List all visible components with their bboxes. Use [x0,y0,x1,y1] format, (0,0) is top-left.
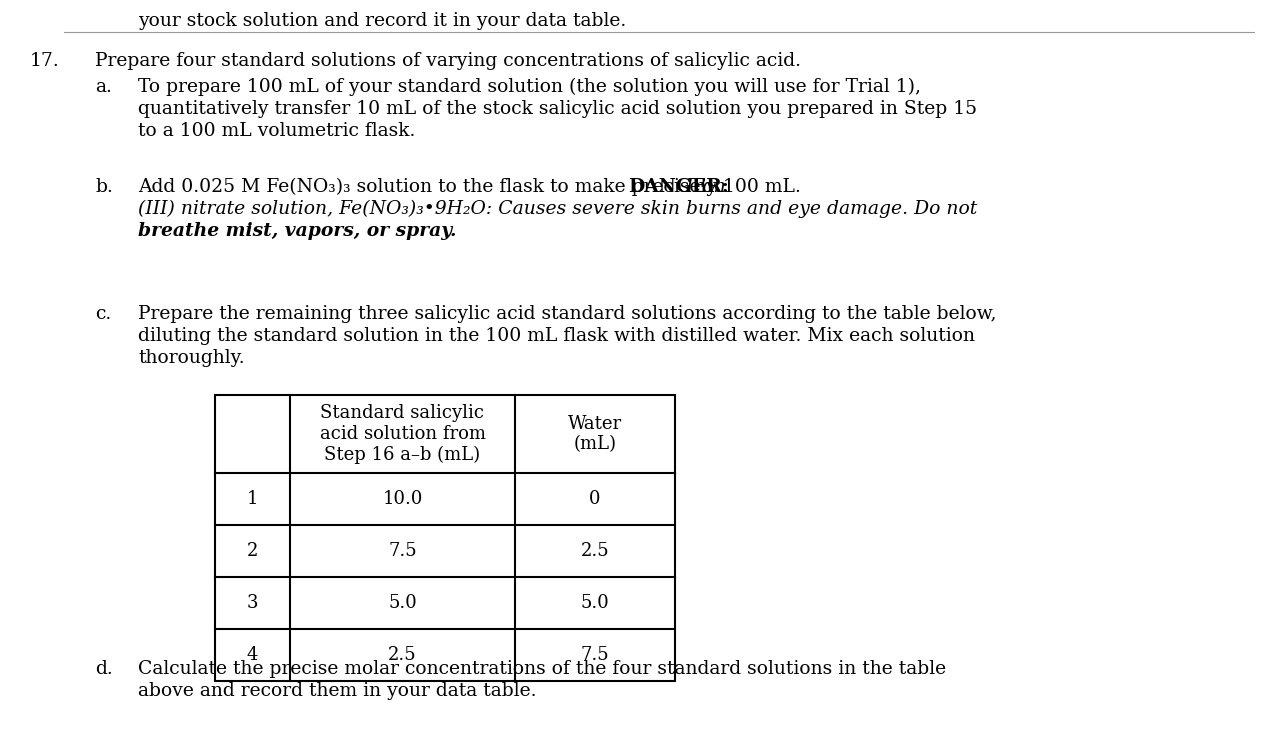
Text: Prepare four standard solutions of varying concentrations of salicylic acid.: Prepare four standard solutions of varyi… [95,52,801,70]
Text: 0: 0 [589,490,600,508]
Text: 2: 2 [247,542,259,560]
Text: 2.5: 2.5 [388,646,417,664]
Text: quantitatively transfer 10 mL of the stock salicylic acid solution you prepared : quantitatively transfer 10 mL of the sto… [138,100,977,118]
Text: your stock solution and record it in your data table.: your stock solution and record it in you… [138,12,626,30]
Text: 5.0: 5.0 [388,594,417,612]
Text: b.: b. [95,178,113,196]
Text: 4: 4 [247,646,259,664]
Text: Water
(mL): Water (mL) [568,415,622,453]
Text: 17.: 17. [29,52,60,70]
Text: 5.0: 5.0 [581,594,609,612]
Text: d.: d. [95,660,113,678]
Text: To prepare 100 mL of your standard solution (the solution you will use for Trial: To prepare 100 mL of your standard solut… [138,78,922,97]
Text: c.: c. [95,305,111,323]
Text: DANGER:: DANGER: [628,178,728,196]
Text: 3: 3 [247,594,259,612]
Text: thoroughly.: thoroughly. [138,349,244,367]
Text: diluting the standard solution in the 100 mL flask with distilled water. Mix eac: diluting the standard solution in the 10… [138,327,975,345]
Text: 7.5: 7.5 [388,542,417,560]
Text: Add 0.025 M Fe(NO₃)₃ solution to the flask to make precisely 100 mL.: Add 0.025 M Fe(NO₃)₃ solution to the fla… [138,178,806,196]
Text: Standard salicylic
acid solution from
Step 16 a–b (mL): Standard salicylic acid solution from St… [320,404,485,464]
Text: 1: 1 [247,490,259,508]
Bar [215,395,675,681]
Text: breathe mist, vapors, or spray.: breathe mist, vapors, or spray. [138,222,457,240]
Text: above and record them in your data table.: above and record them in your data table… [138,682,536,700]
Text: 7.5: 7.5 [581,646,609,664]
Text: a.: a. [95,78,111,96]
Text: Prepare the remaining three salicylic acid standard solutions according to the t: Prepare the remaining three salicylic ac… [138,305,997,323]
Text: (III) nitrate solution, Fe(NO₃)₃•9H₂O: Causes severe skin burns and eye damage. : (III) nitrate solution, Fe(NO₃)₃•9H₂O: C… [138,200,977,218]
Text: Iron: Iron [680,178,726,196]
Text: 2.5: 2.5 [581,542,609,560]
Text: Calculate the precise molar concentrations of the four standard solutions in the: Calculate the precise molar concentratio… [138,660,946,678]
Text: to a 100 mL volumetric flask.: to a 100 mL volumetric flask. [138,122,416,140]
Text: 10.0: 10.0 [383,490,422,508]
